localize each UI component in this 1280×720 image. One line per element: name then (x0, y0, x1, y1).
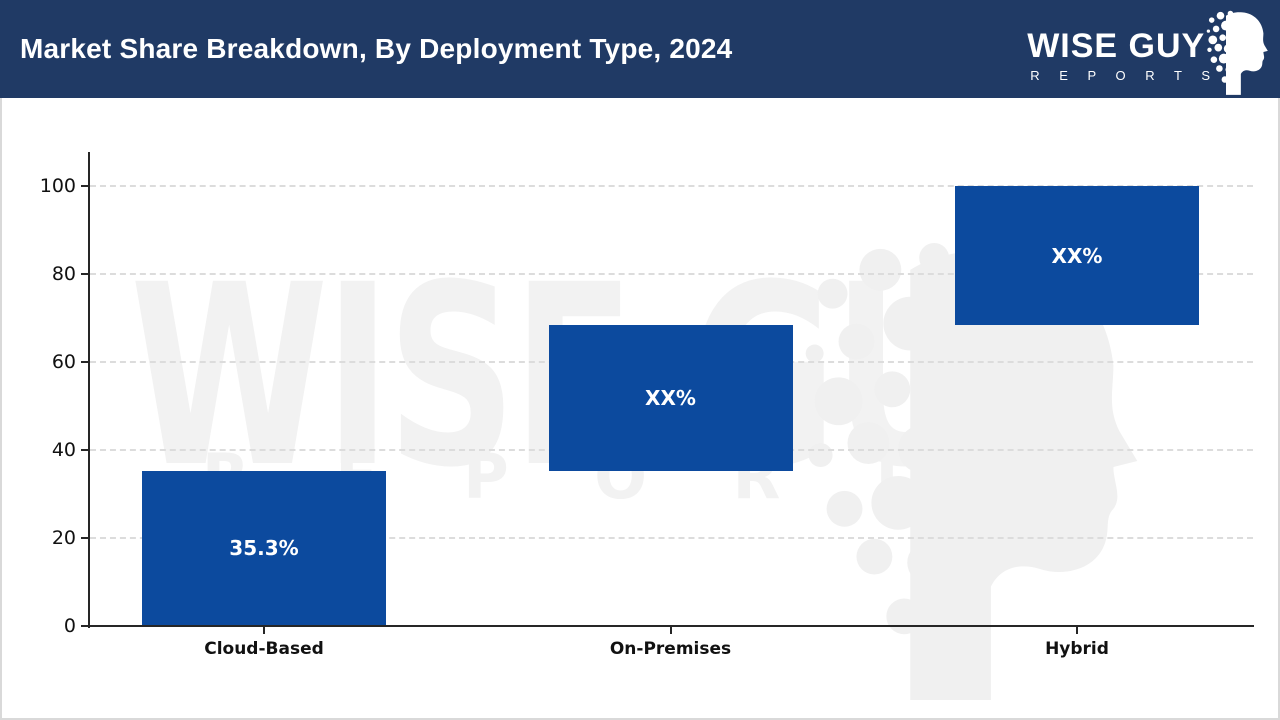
logo-wordmark: WISE GUY (1027, 27, 1206, 65)
y-tick-label: 20 (51, 527, 76, 549)
y-tick-label: 100 (39, 175, 76, 197)
bar-cloud-based: 35.3% (142, 470, 386, 626)
bar-value-label: XX% (1051, 243, 1103, 268)
bar-value-label: 35.3% (229, 536, 299, 561)
bar-value-label: XX% (645, 386, 696, 411)
y-tick-mark (81, 185, 89, 187)
y-tick-mark (81, 625, 89, 627)
y-tick-label: 40 (51, 439, 76, 461)
bar-on-premises: XX% (548, 325, 793, 471)
header-bar: Market Share Breakdown, By Deployment Ty… (0, 0, 1280, 98)
y-tick-label: 0 (63, 615, 76, 637)
logo-text: WISE GUY R E P O R T S (1027, 29, 1218, 83)
y-tick-mark (81, 537, 89, 539)
gridline-80 (90, 273, 1253, 275)
gridline-100 (90, 185, 1253, 187)
x-axis-line (88, 625, 1254, 627)
y-axis-line (88, 152, 90, 628)
y-tick-label: 80 (51, 263, 76, 285)
x-tick-mark (263, 627, 265, 634)
x-tick-mark (1076, 627, 1078, 634)
dotted-face-icon (1206, 10, 1268, 95)
page-title: Market Share Breakdown, By Deployment Ty… (20, 33, 733, 64)
x-tick-mark (669, 627, 672, 634)
logo-subtitle: R E P O R T S (1030, 68, 1218, 83)
bar-hybrid: XX% (955, 186, 1199, 326)
wise-guy-reports-logo: WISE GUY R E P O R T S (1027, 6, 1270, 96)
x-tick-label-hybrid: Hybrid (1045, 639, 1109, 659)
y-tick-label: 60 (51, 351, 76, 373)
y-tick-mark (81, 361, 89, 363)
x-tick-label-on-premises: On-Premises (609, 639, 732, 659)
gridline-20 (90, 537, 1253, 539)
x-tick-label-cloud-based: Cloud-Based (204, 639, 324, 659)
y-tick-mark (81, 449, 89, 451)
y-tick-mark (81, 273, 89, 275)
